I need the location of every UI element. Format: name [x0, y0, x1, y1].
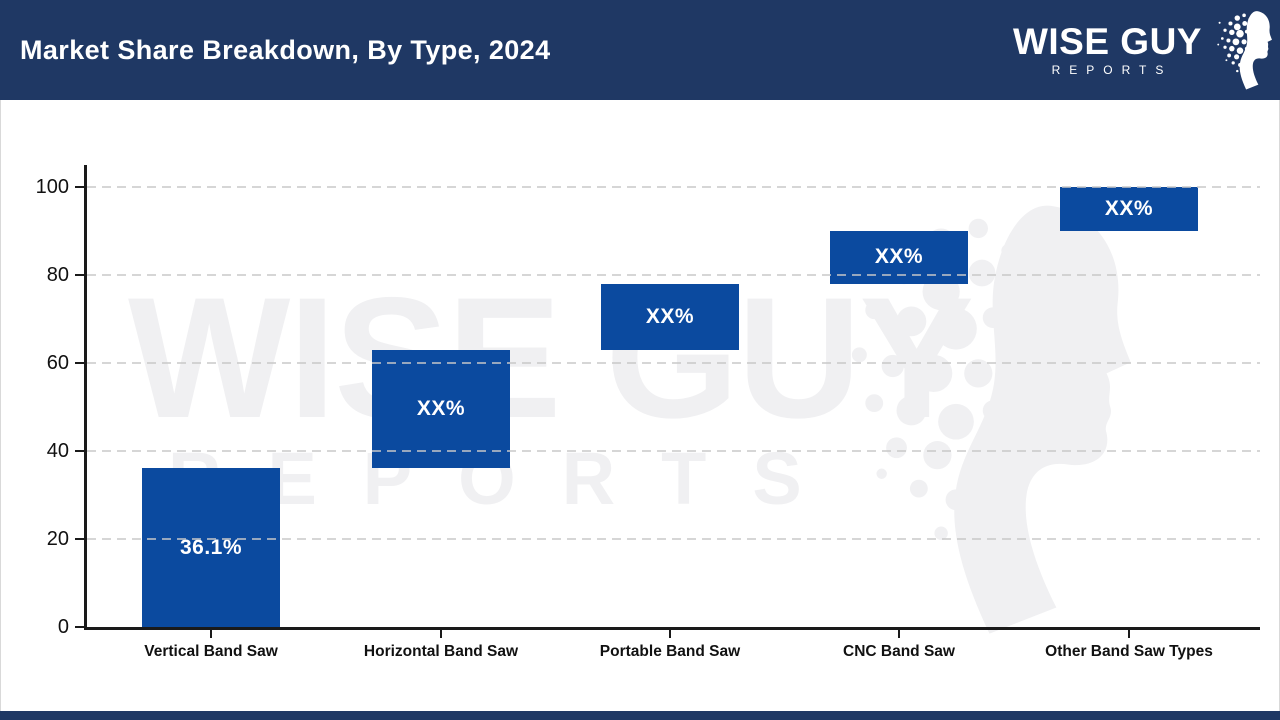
- y-axis-tick: [75, 186, 85, 188]
- logo-face-icon: [1217, 11, 1272, 90]
- plot-area: 0 20 40 60 80 100 36.1% Vertical Band Saw XX% Hor…: [0, 100, 1280, 711]
- y-axis-tick: [75, 450, 85, 452]
- y-axis-tick: [75, 362, 85, 364]
- y-axis-tick-label: 60: [46, 352, 69, 374]
- x-axis-category-label: Portable Band Saw: [599, 643, 741, 660]
- x-axis-category-label: CNC Band Saw: [843, 643, 955, 660]
- x-axis-tick: [1128, 629, 1130, 638]
- y-axis-tick-label: 0: [57, 616, 69, 638]
- wise-guy-reports-logo: WISE GUY REPORTS: [1013, 7, 1280, 93]
- bar-value-label: XX%: [874, 245, 924, 269]
- y-axis-tick: [75, 538, 85, 540]
- x-axis-category-label: Horizontal Band Saw: [363, 643, 519, 660]
- y-axis-tick: [75, 626, 85, 628]
- gridline: [87, 186, 1260, 188]
- x-axis-category-label: Other Band Saw Types: [1045, 643, 1213, 660]
- y-axis-tick-label: 80: [46, 264, 69, 286]
- bar-value-label: XX%: [1104, 197, 1154, 220]
- bar-segment-2: XX%: [372, 349, 510, 469]
- y-axis-tick-label: 20: [46, 528, 69, 550]
- watermark-wiseguy-text: WISE GUY: [128, 262, 974, 454]
- x-axis-tick: [898, 629, 900, 638]
- x-axis-tick: [669, 629, 671, 638]
- y-axis-tick-label: 40: [46, 440, 69, 462]
- x-axis-category-label: Vertical Band Saw: [144, 643, 278, 660]
- x-axis-tick: [440, 629, 442, 638]
- x-axis-line: [84, 627, 1260, 630]
- bar-segment-5: XX%: [1060, 187, 1198, 231]
- bar-value-label: XX%: [416, 396, 466, 420]
- footer-bar: [0, 711, 1280, 720]
- logo-reports-label: REPORTS: [1051, 63, 1173, 77]
- page-title: Market Share Breakdown, By Type, 2024: [20, 34, 551, 65]
- logo-text: WISE GUY REPORTS: [1013, 23, 1202, 77]
- y-axis-tick-label: 100: [35, 176, 69, 198]
- bar-segment-1: 36.1%: [142, 468, 280, 627]
- y-axis-tick: [75, 274, 85, 276]
- logo-wiseguy-label: WISE GUY: [1012, 21, 1202, 62]
- y-axis-line: [84, 165, 87, 629]
- gridline: [87, 538, 1260, 540]
- header-bar: Market Share Breakdown, By Type, 2024 WI…: [0, 0, 1280, 100]
- bar-value-label: 36.1%: [179, 535, 243, 559]
- gridline: [87, 362, 1260, 364]
- bar-segment-3: XX%: [601, 283, 739, 350]
- gridline: [87, 450, 1260, 452]
- gridline: [87, 274, 1260, 276]
- x-axis-tick: [210, 629, 212, 638]
- bar-value-label: XX%: [645, 304, 695, 328]
